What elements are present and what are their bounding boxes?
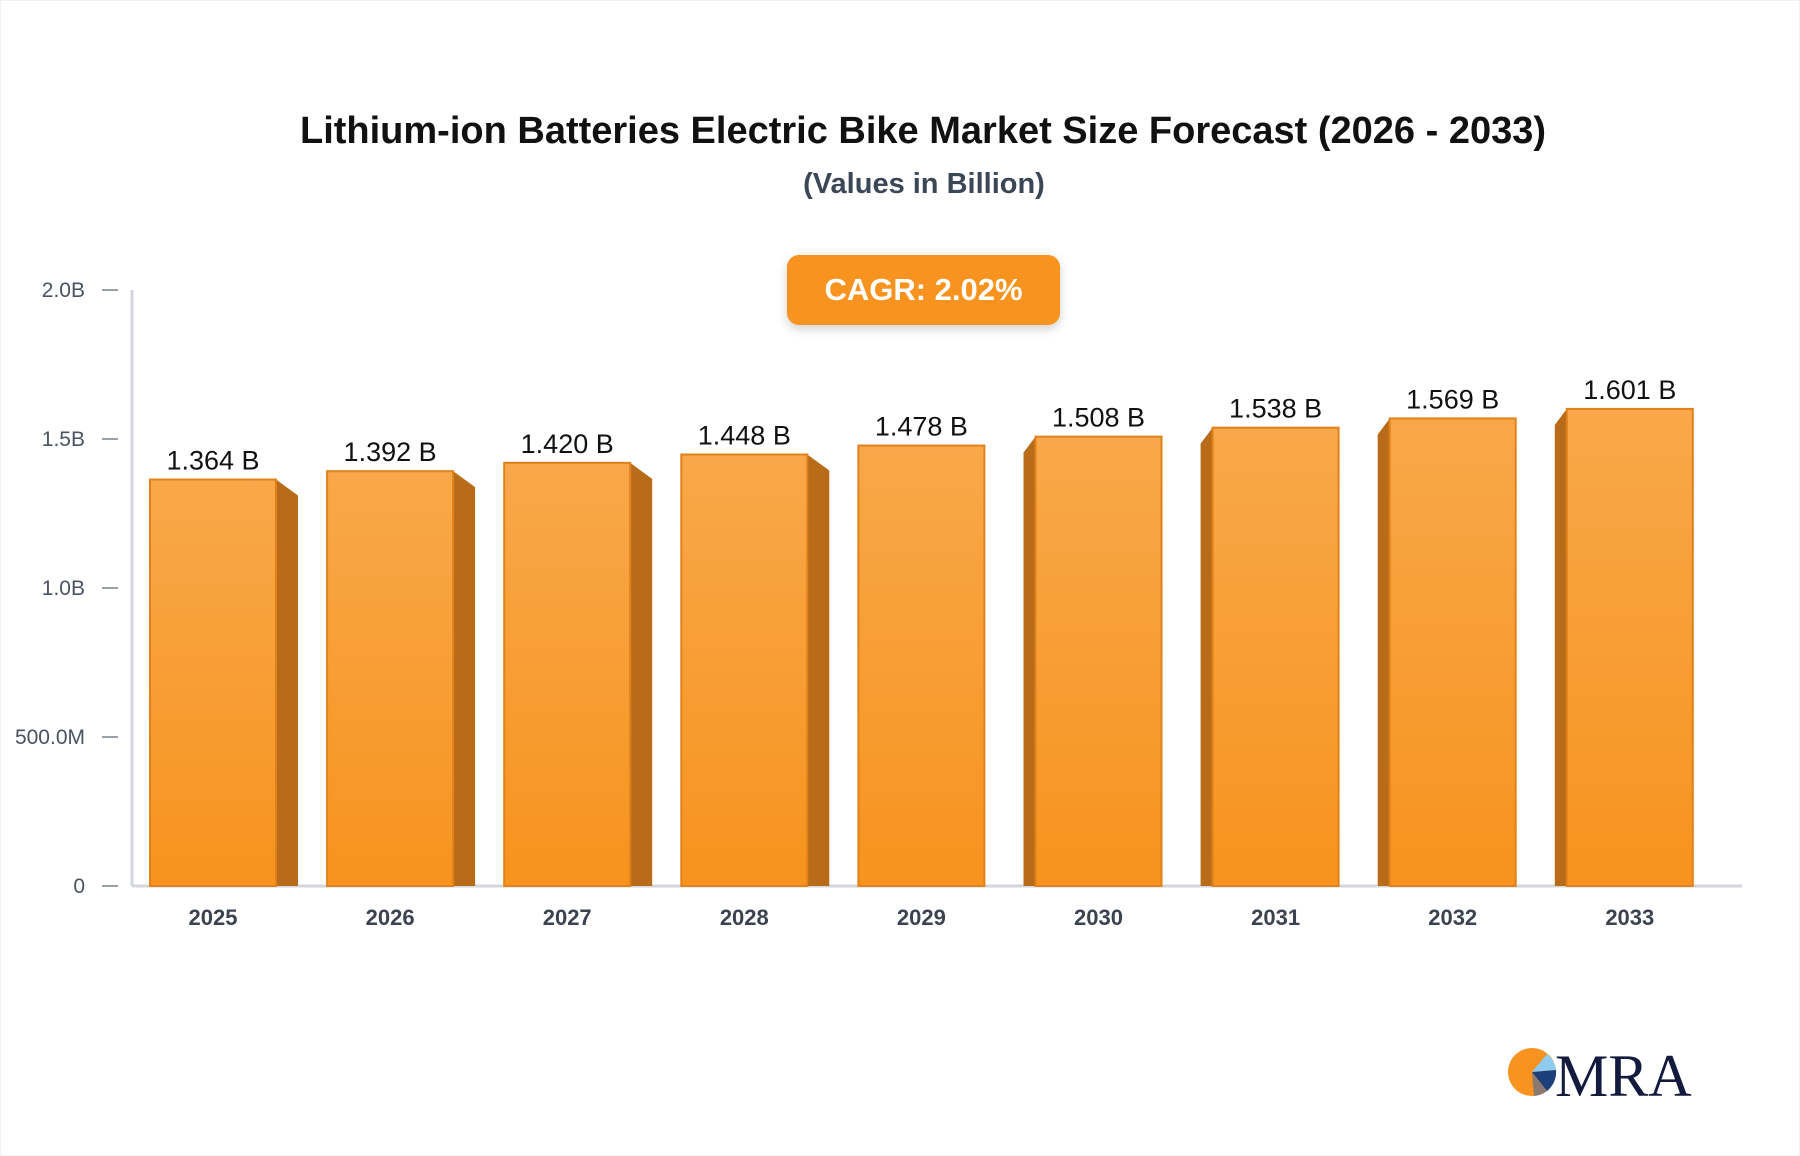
cagr-badge: CAGR: 2.02% — [787, 255, 1060, 325]
bar-side — [1377, 418, 1390, 886]
bar — [680, 453, 809, 887]
bar — [503, 461, 632, 887]
y-tick-label: 1.5B — [42, 428, 85, 451]
bar — [1565, 407, 1694, 887]
data-label: 1.569 B — [1406, 384, 1499, 414]
data-label: 1.392 B — [344, 437, 437, 467]
y-tick-label: 500.0M — [15, 726, 85, 749]
bar — [1388, 417, 1517, 887]
x-tick-label: 2033 — [1605, 905, 1654, 930]
bar-group-2030: 1.508 B 2030 — [1023, 403, 1163, 930]
chart-title: Lithium-ion Batteries Electric Bike Mark… — [299, 110, 1547, 152]
x-tick-label: 2030 — [1074, 905, 1123, 930]
data-label: 1.364 B — [166, 446, 259, 476]
bar-group-2032: 1.569 B 2032 — [1377, 384, 1517, 930]
y-tick-label: 2.0B — [42, 279, 85, 302]
x-tick-label: 2029 — [897, 905, 946, 930]
x-tick-label: 2028 — [720, 905, 769, 930]
data-label: 1.601 B — [1583, 375, 1676, 405]
bar — [1034, 435, 1163, 887]
bar — [1211, 426, 1340, 887]
bar — [149, 478, 277, 887]
bar-side — [1554, 408, 1567, 886]
x-tick-label: 2027 — [543, 905, 592, 930]
bar-group-2027: 1.420 B 2027 — [503, 429, 653, 930]
bar-group-2026: 1.392 B 2026 — [326, 437, 476, 930]
data-label: 1.508 B — [1052, 403, 1145, 433]
bar-side — [276, 479, 298, 886]
bar — [326, 470, 455, 887]
y-tick-label: 0 — [73, 875, 85, 898]
x-tick-label: 2031 — [1251, 905, 1300, 930]
data-label: 1.448 B — [698, 420, 791, 450]
bar-group-2025: 1.364 B 2025 — [149, 446, 298, 930]
x-tick-label: 2032 — [1428, 905, 1477, 930]
bar — [857, 444, 986, 887]
svg-text:MRA: MRA — [1555, 1043, 1692, 1104]
bar-group-2029: 1.478 B 2029 — [857, 412, 986, 930]
bar-side — [807, 454, 830, 886]
bar-group-2028: 1.448 B 2028 — [680, 420, 830, 930]
mra-logo: MRA — [1508, 1043, 1692, 1104]
bar-side — [630, 462, 653, 886]
y-tick-label: 1.0B — [42, 577, 85, 600]
data-label: 1.538 B — [1229, 394, 1322, 424]
x-tick-label: 2025 — [189, 905, 238, 930]
bar-side — [1200, 427, 1213, 886]
chart-subtitle: (Values in Billion) — [803, 168, 1045, 200]
data-label: 1.478 B — [875, 412, 968, 442]
bar-group-2033: 1.601 B 2033 — [1554, 375, 1694, 930]
bar-side — [1023, 436, 1036, 886]
data-label: 1.420 B — [521, 429, 614, 459]
bar-group-2031: 1.538 B 2031 — [1200, 394, 1340, 930]
x-tick-label: 2026 — [366, 905, 415, 930]
bar-side — [453, 471, 476, 886]
